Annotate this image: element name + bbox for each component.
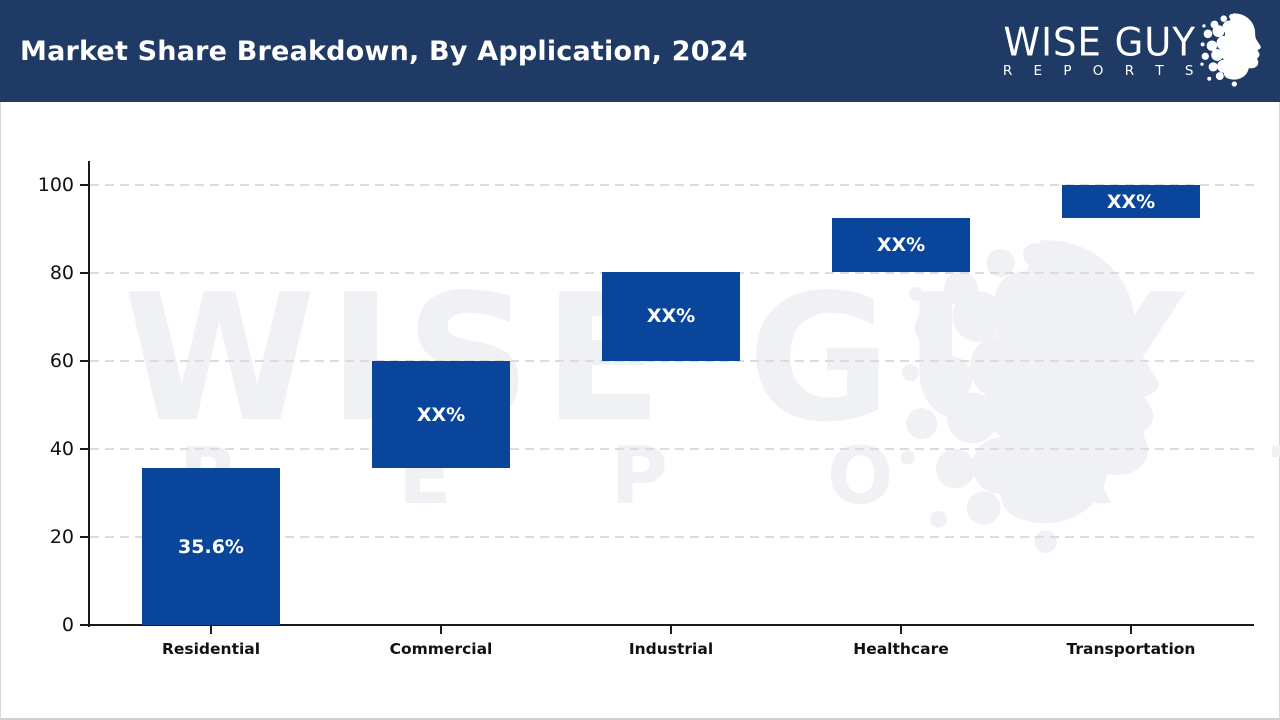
watermark-head-icon xyxy=(900,240,1159,554)
bar-commercial: XX% xyxy=(372,361,510,469)
x-tick-label-transportation: Transportation xyxy=(1066,640,1196,658)
y-tick-label-60: 60 xyxy=(49,350,74,372)
gridline-40 xyxy=(90,448,1254,450)
y-tick-label-100: 100 xyxy=(37,174,74,196)
dotted-head-icon xyxy=(1200,13,1261,87)
y-axis-tick-40 xyxy=(80,448,88,450)
x-axis-tick-healthcare xyxy=(900,626,902,634)
x-axis-tick-residential xyxy=(210,626,212,634)
bar-industrial: XX% xyxy=(602,271,740,361)
wise-guy-reports-logo: WISE GUY R E P O R T S xyxy=(1003,11,1280,91)
bar-value-label-commercial: XX% xyxy=(416,403,466,426)
y-tick-label-0: 0 xyxy=(61,614,74,636)
bar-healthcare: XX% xyxy=(832,218,970,272)
gridline-60 xyxy=(90,360,1254,362)
bar-value-label-healthcare: XX% xyxy=(876,233,926,256)
bar-residential: 35.6% xyxy=(142,468,280,625)
y-tick-label-80: 80 xyxy=(49,262,74,284)
bar-transportation: XX% xyxy=(1062,185,1200,218)
bar-value-label-residential: 35.6% xyxy=(178,535,244,558)
x-tick-label-industrial: Industrial xyxy=(628,640,714,658)
y-axis xyxy=(88,161,90,627)
gridline-100 xyxy=(90,184,1254,186)
y-axis-tick-60 xyxy=(80,360,88,362)
x-tick-label-residential: Residential xyxy=(161,640,261,658)
y-axis-tick-80 xyxy=(80,272,88,274)
logo-text: WISE GUY R E P O R T S xyxy=(1003,19,1196,79)
y-axis-tick-20 xyxy=(80,536,88,538)
x-axis-tick-industrial xyxy=(670,626,672,634)
y-tick-label-20: 20 xyxy=(49,526,74,548)
bar-value-label-transportation: XX% xyxy=(1106,190,1156,213)
page-title: Market Share Breakdown, By Application, … xyxy=(20,35,748,67)
x-tick-label-healthcare: Healthcare xyxy=(853,640,949,658)
x-axis-tick-commercial xyxy=(440,626,442,634)
x-axis xyxy=(88,624,1254,626)
y-axis-tick-0 xyxy=(80,624,88,626)
gridline-20 xyxy=(90,536,1254,538)
x-axis-tick-transportation xyxy=(1130,626,1132,634)
x-tick-label-commercial: Commercial xyxy=(389,640,493,658)
header-bar: Market Share Breakdown, By Application, … xyxy=(0,0,1280,102)
y-axis-tick-100 xyxy=(80,184,88,186)
logo-wordmark: WISE GUY xyxy=(1003,19,1196,65)
y-tick-label-40: 40 xyxy=(49,438,74,460)
bar-value-label-industrial: XX% xyxy=(646,305,696,328)
logo-subtitle: R E P O R T S xyxy=(1002,62,1202,79)
